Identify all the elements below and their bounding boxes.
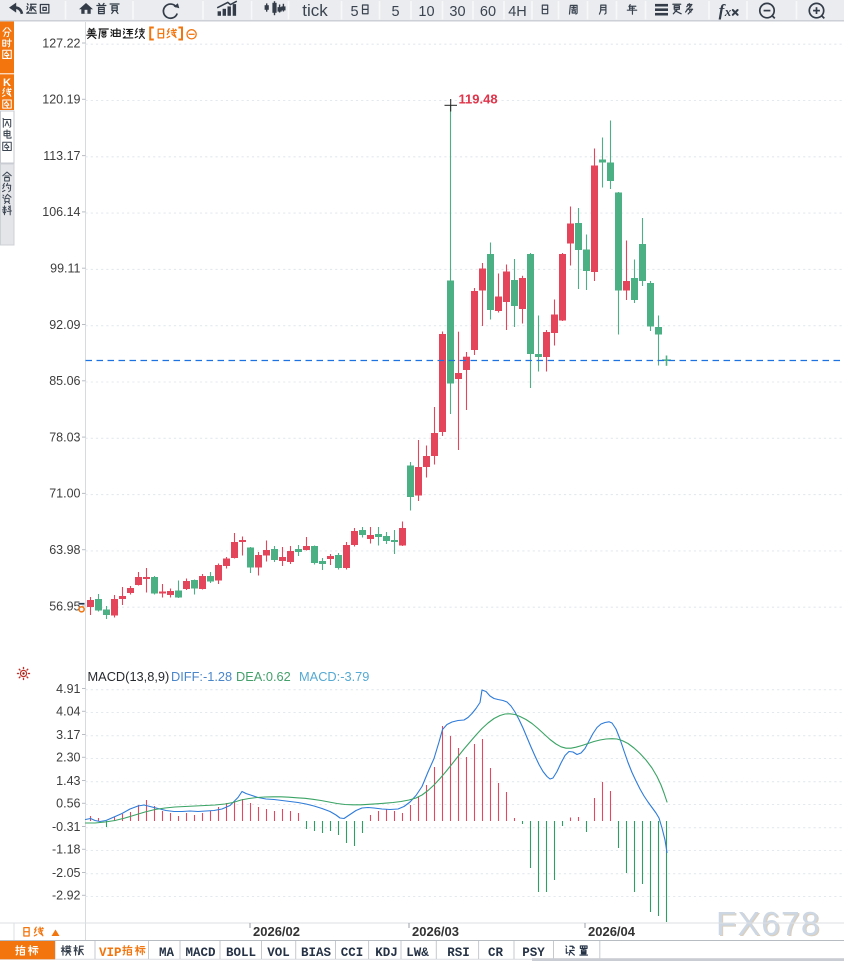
svg-text:127.22: 127.22	[42, 36, 80, 50]
svg-text:KDJ: KDJ	[375, 946, 398, 960]
svg-text:MACD(13,8,9): MACD(13,8,9)	[88, 669, 170, 684]
svg-text:2026/03: 2026/03	[412, 924, 459, 939]
svg-text:3.17: 3.17	[56, 728, 80, 742]
svg-text:56.95: 56.95	[49, 599, 80, 613]
svg-text:4.91: 4.91	[56, 682, 80, 696]
svg-text:BIAS: BIAS	[301, 946, 332, 960]
svg-text:85.06: 85.06	[49, 374, 80, 388]
svg-text:78.03: 78.03	[49, 430, 80, 444]
svg-text:VOL: VOL	[267, 946, 290, 960]
svg-text:4.04: 4.04	[56, 705, 80, 719]
svg-text:PSY: PSY	[522, 946, 545, 960]
svg-text:MACD:-3.79: MACD:-3.79	[299, 669, 369, 684]
svg-text:-2.05: -2.05	[52, 866, 81, 880]
svg-text:2026/04: 2026/04	[588, 924, 636, 939]
svg-text:71.00: 71.00	[49, 487, 80, 501]
svg-text:106.14: 106.14	[42, 205, 80, 219]
svg-text:DEA:0.62: DEA:0.62	[236, 669, 291, 684]
svg-text:2026/02: 2026/02	[253, 924, 300, 939]
svg-text:4H: 4H	[508, 4, 527, 20]
svg-text:120.19: 120.19	[42, 93, 80, 107]
svg-text:60: 60	[480, 4, 496, 20]
svg-text:K: K	[3, 77, 11, 89]
svg-text:x: x	[724, 4, 732, 19]
svg-text:5: 5	[350, 4, 358, 20]
svg-text:tick: tick	[302, 1, 328, 20]
svg-text:-2.92: -2.92	[52, 889, 81, 903]
svg-text:MA: MA	[159, 946, 175, 960]
svg-text:99.11: 99.11	[50, 262, 80, 276]
svg-text:DIFF:-1.28: DIFF:-1.28	[171, 669, 232, 684]
svg-text:MACD: MACD	[185, 946, 216, 960]
svg-text:1.43: 1.43	[56, 774, 80, 788]
svg-text:FX678: FX678	[717, 907, 822, 944]
svg-text:FX678: FX678	[716, 906, 821, 943]
svg-text:119.48: 119.48	[459, 92, 498, 107]
svg-text:30: 30	[449, 4, 465, 20]
svg-text:f: f	[719, 1, 727, 20]
svg-text:63.98: 63.98	[49, 543, 80, 557]
svg-text:LW&: LW&	[406, 946, 429, 960]
svg-text:92.09: 92.09	[49, 318, 80, 332]
svg-text:-0.31: -0.31	[52, 820, 81, 834]
svg-text:BOLL: BOLL	[226, 946, 256, 960]
svg-text:VIP: VIP	[99, 946, 122, 960]
svg-text:113.17: 113.17	[43, 149, 80, 163]
svg-text:CR: CR	[488, 946, 504, 960]
svg-text:CCI: CCI	[341, 946, 364, 960]
svg-text:-1.18: -1.18	[52, 843, 81, 857]
svg-text:5: 5	[391, 4, 399, 20]
svg-text:10: 10	[418, 4, 434, 20]
svg-text:RSI: RSI	[447, 946, 470, 960]
svg-text:2.30: 2.30	[56, 751, 80, 765]
svg-text:0.56: 0.56	[56, 797, 80, 811]
